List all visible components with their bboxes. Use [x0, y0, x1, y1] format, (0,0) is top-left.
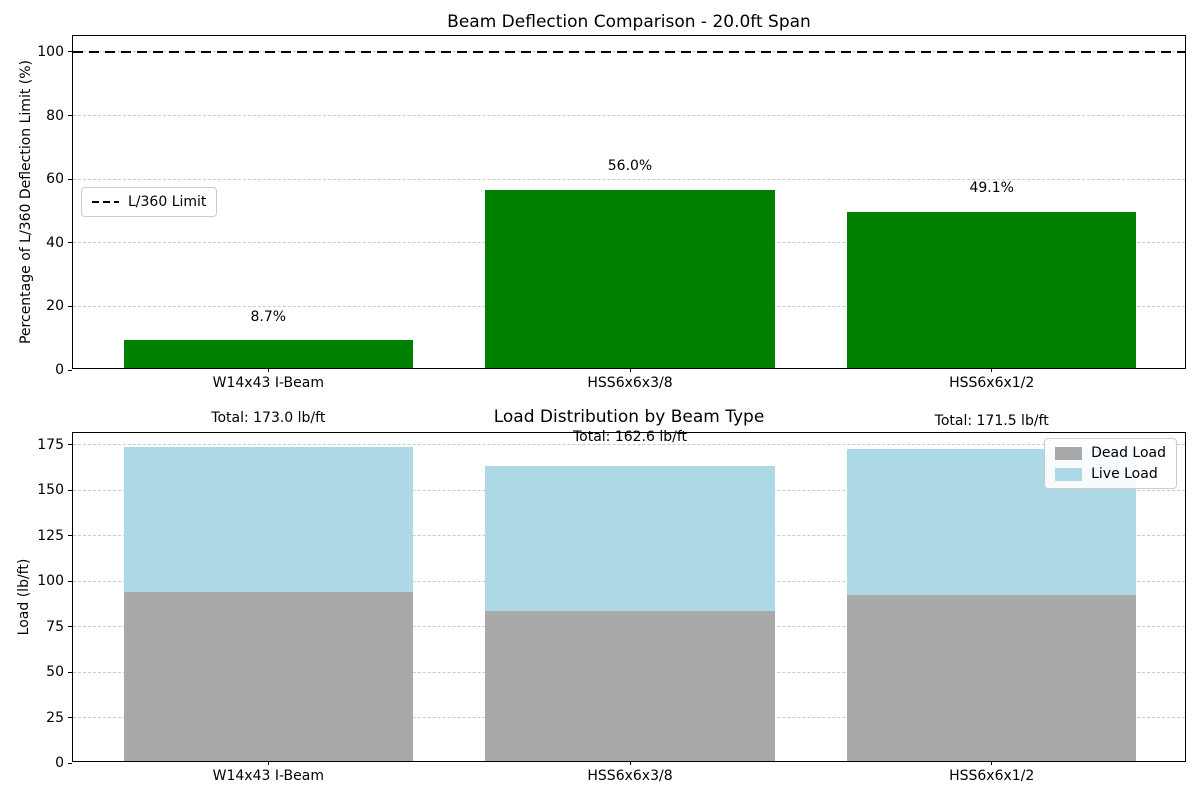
y-tick-label: 75	[46, 618, 64, 635]
y-tick-mark	[68, 717, 72, 719]
y-tick-label: 125	[37, 527, 64, 544]
y-tick-label: 80	[46, 107, 64, 124]
load-y-axis-label: Load (lb/ft)	[16, 558, 32, 636]
legend-label: Dead Load	[1091, 445, 1166, 461]
gridline	[73, 178, 1185, 180]
deflection-chart-title: Beam Deflection Comparison - 20.0ft Span	[447, 12, 811, 32]
y-tick-mark	[68, 305, 72, 307]
x-tick-mark	[267, 761, 269, 765]
y-tick-label: 40	[46, 234, 64, 251]
deflection-y-axis-label: Percentage of L/360 Deflection Limit (%)	[18, 59, 34, 345]
bar-value-label: 8.7%	[250, 308, 287, 325]
y-tick-label: 20	[46, 298, 64, 315]
legend: Dead Load Live Load	[1044, 438, 1177, 489]
bar-segment	[847, 594, 1137, 761]
bar	[123, 340, 413, 368]
legend-entry: Dead Load	[1055, 445, 1166, 461]
y-tick-mark	[68, 115, 72, 117]
x-tick-label: HSS6x6x1/2	[949, 375, 1035, 391]
y-tick-mark	[68, 671, 72, 673]
legend-label: Live Load	[1091, 466, 1158, 482]
x-tick-label: HSS6x6x3/8	[587, 768, 673, 784]
load-plot-area: 0 25 50 75 100 125 150 175 W14x43 I-Beam Total: 1…	[37, 410, 1186, 784]
gridline	[73, 115, 1185, 117]
y-tick-mark	[68, 242, 72, 244]
legend-swatch	[1055, 467, 1083, 481]
x-tick-label: HSS6x6x3/8	[587, 375, 673, 391]
y-tick-mark	[68, 626, 72, 628]
legend-entry: Live Load	[1055, 466, 1166, 482]
reference-line	[73, 50, 1185, 54]
total-label: Total: 162.6 lb/ft	[572, 428, 688, 445]
x-tick-mark	[629, 761, 631, 765]
x-tick-mark	[991, 761, 993, 765]
bar	[847, 211, 1137, 368]
bar	[485, 189, 775, 368]
legend: L/360 Limit	[81, 187, 218, 217]
y-tick-label: 175	[37, 436, 64, 453]
y-tick-label: 0	[55, 755, 64, 771]
bar-segment	[485, 610, 775, 761]
bar-segment	[123, 592, 413, 761]
y-tick-label: 100	[37, 43, 64, 60]
y-tick-mark	[68, 369, 72, 371]
y-tick-label: 60	[46, 171, 64, 188]
total-label: Total: 171.5 lb/ft	[934, 412, 1049, 429]
y-tick-mark	[68, 51, 72, 53]
y-tick-label: 100	[37, 573, 64, 590]
y-tick-label: 25	[46, 709, 64, 726]
bar-segment	[123, 446, 413, 593]
x-tick-label: W14x43 I-Beam	[212, 375, 324, 391]
bar-value-label: 49.1%	[969, 180, 1014, 197]
y-tick-mark	[68, 580, 72, 582]
x-tick-label: W14x43 I-Beam	[212, 768, 324, 784]
legend-label: L/360 Limit	[128, 194, 207, 210]
total-label: Total: 173.0 lb/ft	[211, 409, 326, 426]
y-tick-mark	[68, 489, 72, 491]
legend-entry: L/360 Limit	[92, 194, 206, 210]
deflection-plot-area: 0 20 40 60 80 100 W14x43 I-Beam 8.7% HSS6x6x3/8 5…	[37, 35, 1186, 391]
gridline	[73, 444, 1185, 446]
x-tick-mark	[991, 368, 993, 372]
y-tick-label: 0	[55, 362, 64, 378]
bar-segment	[485, 465, 775, 611]
y-tick-mark	[68, 535, 72, 537]
load-chart-title: Load Distribution by Beam Type	[493, 407, 765, 427]
legend-swatch	[1055, 446, 1083, 460]
x-tick-mark	[267, 368, 269, 372]
y-tick-mark	[68, 444, 72, 446]
x-tick-mark	[629, 368, 631, 372]
y-tick-mark	[68, 762, 72, 764]
y-tick-mark	[68, 178, 72, 180]
legend-swatch	[92, 200, 119, 204]
y-tick-label: 150	[37, 482, 64, 499]
x-tick-label: HSS6x6x1/2	[949, 768, 1035, 784]
y-tick-label: 50	[46, 664, 64, 681]
bar-value-label: 56.0%	[607, 158, 653, 175]
